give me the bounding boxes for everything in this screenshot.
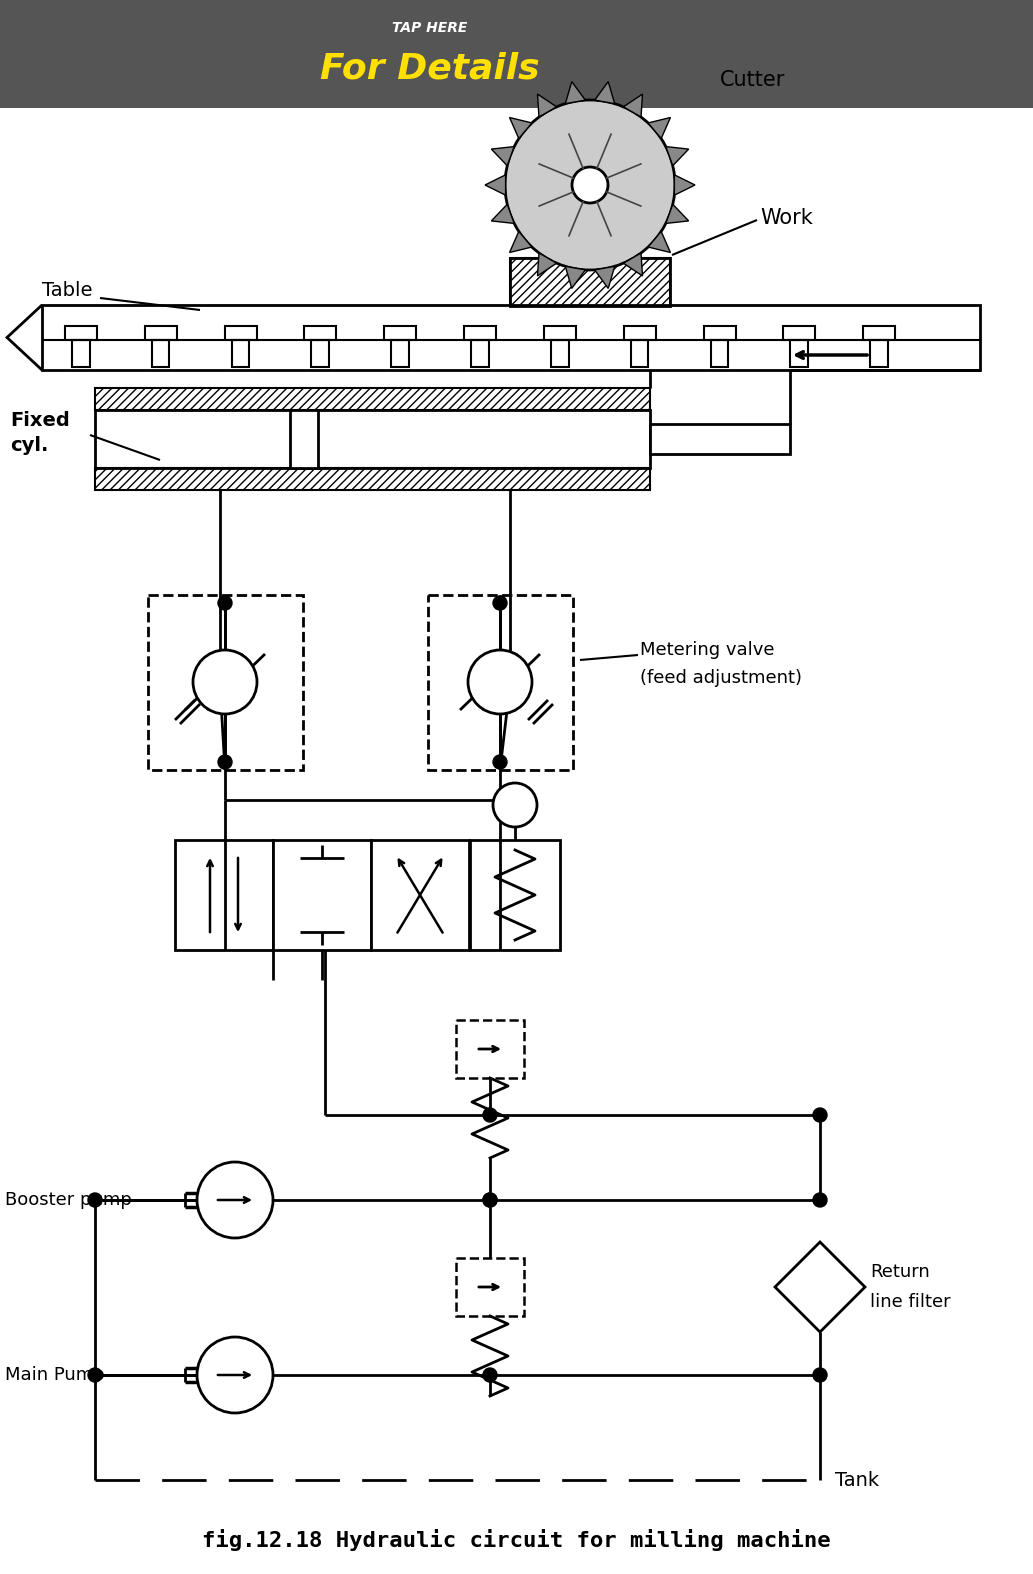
Bar <box>290 409 318 467</box>
Circle shape <box>88 1193 102 1207</box>
Text: TAP HERE: TAP HERE <box>393 20 468 35</box>
Bar <box>703 326 735 340</box>
Text: Return: Return <box>870 1262 930 1281</box>
Text: Cutter: Cutter <box>720 69 785 90</box>
Bar <box>152 340 169 367</box>
Bar <box>95 467 650 490</box>
Polygon shape <box>775 1242 865 1332</box>
Bar <box>392 340 409 367</box>
Polygon shape <box>666 205 689 224</box>
Circle shape <box>483 1108 497 1122</box>
Circle shape <box>493 597 507 611</box>
Bar <box>371 841 469 951</box>
Circle shape <box>505 101 675 271</box>
Bar <box>95 389 650 409</box>
Polygon shape <box>509 231 532 252</box>
Polygon shape <box>537 253 557 275</box>
Text: fig.12.18 Hydraulic circuit for milling machine: fig.12.18 Hydraulic circuit for milling … <box>201 1528 831 1550</box>
Bar <box>631 340 649 367</box>
Circle shape <box>493 782 537 826</box>
Bar <box>711 340 728 367</box>
Text: For Details: For Details <box>320 50 540 85</box>
Text: Tank: Tank <box>835 1470 879 1489</box>
Bar <box>783 326 815 340</box>
Circle shape <box>813 1193 827 1207</box>
Circle shape <box>483 1193 497 1207</box>
Text: (feed adjustment): (feed adjustment) <box>640 669 802 686</box>
Bar <box>551 340 568 367</box>
Bar <box>42 305 980 370</box>
Polygon shape <box>648 231 670 252</box>
Bar <box>312 340 330 367</box>
Text: Metering valve: Metering valve <box>640 641 775 660</box>
Bar <box>790 340 808 367</box>
Bar <box>72 340 90 367</box>
Bar <box>224 326 256 340</box>
Bar <box>231 340 249 367</box>
Text: line filter: line filter <box>870 1292 950 1311</box>
Bar <box>273 841 371 951</box>
Bar <box>305 326 337 340</box>
Polygon shape <box>486 175 505 195</box>
Polygon shape <box>623 94 643 116</box>
Bar <box>650 423 790 453</box>
Bar <box>175 841 273 951</box>
Polygon shape <box>648 118 670 139</box>
Text: Booster pump: Booster pump <box>5 1192 132 1209</box>
Polygon shape <box>492 146 514 165</box>
Circle shape <box>483 1193 497 1207</box>
Circle shape <box>493 756 507 770</box>
Bar <box>543 326 575 340</box>
Polygon shape <box>623 253 643 275</box>
Text: cyl.: cyl. <box>10 436 49 455</box>
Circle shape <box>88 1368 102 1382</box>
Text: Work: Work <box>760 208 813 228</box>
Bar <box>65 326 97 340</box>
Bar <box>428 595 573 770</box>
Bar <box>384 326 416 340</box>
Bar <box>95 409 650 467</box>
Bar <box>0 0 1033 109</box>
Bar <box>510 258 670 305</box>
Polygon shape <box>492 205 514 224</box>
Circle shape <box>813 1368 827 1382</box>
Bar <box>145 326 177 340</box>
Circle shape <box>218 597 232 611</box>
Bar <box>870 340 887 367</box>
Circle shape <box>218 756 232 770</box>
Bar <box>624 326 656 340</box>
Polygon shape <box>509 118 532 139</box>
Polygon shape <box>595 82 615 104</box>
Bar <box>456 1020 524 1078</box>
Bar <box>456 1258 524 1316</box>
Polygon shape <box>666 146 689 165</box>
Polygon shape <box>565 82 586 104</box>
Text: Table: Table <box>42 280 93 299</box>
Bar <box>471 340 489 367</box>
Circle shape <box>468 650 532 715</box>
Bar <box>464 326 496 340</box>
Bar <box>510 258 670 305</box>
Circle shape <box>572 167 608 203</box>
Circle shape <box>813 1108 827 1122</box>
Polygon shape <box>595 266 615 288</box>
Text: Main Pump: Main Pump <box>5 1366 104 1384</box>
Circle shape <box>483 1368 497 1382</box>
Bar <box>148 595 303 770</box>
Circle shape <box>193 650 257 715</box>
Circle shape <box>197 1162 273 1239</box>
Polygon shape <box>675 175 695 195</box>
Circle shape <box>197 1336 273 1413</box>
Text: Fixed: Fixed <box>10 411 70 430</box>
Bar <box>470 841 560 951</box>
Bar <box>463 1265 516 1310</box>
Bar <box>463 1026 516 1070</box>
Polygon shape <box>565 266 586 288</box>
Polygon shape <box>537 94 557 116</box>
Bar <box>864 326 896 340</box>
